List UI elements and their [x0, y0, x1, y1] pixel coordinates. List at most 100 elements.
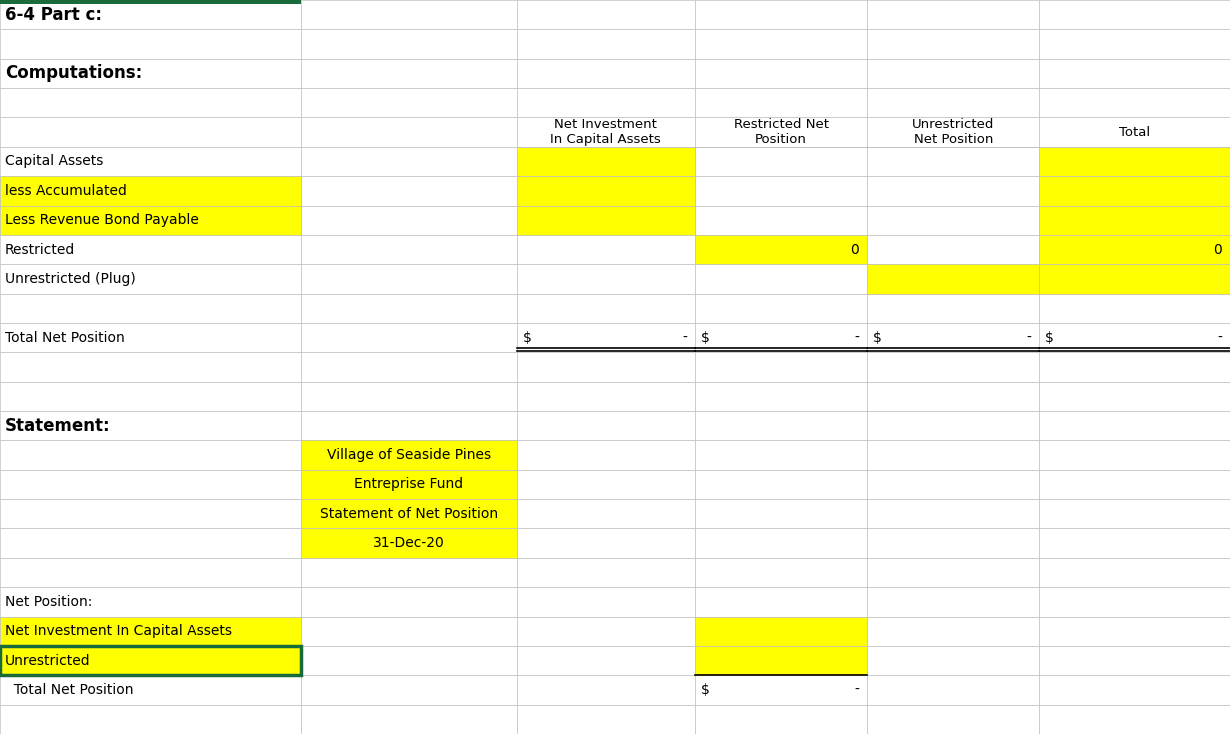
Bar: [0, 382, 301, 411]
Bar: [867, 147, 1039, 176]
Bar: [1039, 411, 1230, 440]
Text: Net Position:: Net Position:: [5, 595, 92, 609]
Bar: [301, 440, 517, 470]
Text: 6-4 Part c:: 6-4 Part c:: [5, 6, 102, 23]
Bar: [517, 323, 695, 352]
Bar: [0, 558, 301, 587]
Bar: [0, 176, 301, 206]
Bar: [517, 440, 695, 470]
Bar: [1039, 235, 1230, 264]
Bar: [695, 323, 867, 352]
Bar: [695, 440, 867, 470]
Bar: [1039, 323, 1230, 352]
Bar: [695, 29, 867, 59]
Bar: [517, 294, 695, 323]
Bar: [301, 235, 517, 264]
Bar: [695, 235, 867, 264]
Bar: [301, 440, 517, 470]
Bar: [517, 705, 695, 734]
Bar: [517, 0, 695, 29]
Bar: [301, 206, 517, 235]
Text: Unrestricted (Plug): Unrestricted (Plug): [5, 272, 135, 286]
Bar: [0, 499, 301, 528]
Text: Statement of Net Position: Statement of Net Position: [320, 506, 498, 521]
Bar: [0, 440, 301, 470]
Bar: [0, 470, 301, 499]
Bar: [517, 528, 695, 558]
Bar: [301, 382, 517, 411]
Bar: [867, 88, 1039, 117]
Bar: [517, 88, 695, 117]
Text: Village of Seaside Pines: Village of Seaside Pines: [327, 448, 491, 462]
Bar: [695, 587, 867, 617]
Bar: [0, 294, 301, 323]
Bar: [867, 264, 1039, 294]
Bar: [301, 294, 517, 323]
Bar: [301, 411, 517, 440]
Bar: [1039, 88, 1230, 117]
Text: Restricted: Restricted: [5, 242, 75, 257]
Bar: [695, 294, 867, 323]
Bar: [1039, 176, 1230, 206]
Bar: [1039, 558, 1230, 587]
Bar: [301, 470, 517, 499]
Text: $: $: [701, 683, 710, 697]
Text: $: $: [1046, 330, 1054, 345]
Bar: [867, 558, 1039, 587]
Bar: [1039, 264, 1230, 294]
Text: 31-Dec-20: 31-Dec-20: [373, 536, 445, 550]
Bar: [1039, 499, 1230, 528]
Bar: [867, 117, 1039, 147]
Bar: [517, 147, 695, 176]
Text: Total Net Position: Total Net Position: [5, 683, 134, 697]
Bar: [0, 646, 301, 675]
Bar: [0, 705, 301, 734]
Bar: [301, 59, 517, 88]
Text: -: -: [855, 683, 859, 697]
Text: Restricted Net
Position: Restricted Net Position: [733, 118, 829, 146]
Text: Total: Total: [1119, 126, 1150, 139]
Bar: [517, 587, 695, 617]
Bar: [695, 617, 867, 646]
Bar: [695, 235, 867, 264]
Bar: [517, 675, 695, 705]
Bar: [0, 617, 301, 646]
Bar: [301, 147, 517, 176]
Text: less Accumulated: less Accumulated: [5, 184, 127, 198]
Bar: [517, 411, 695, 440]
Bar: [695, 470, 867, 499]
Bar: [695, 675, 867, 705]
Text: -: -: [1027, 330, 1031, 345]
Bar: [867, 440, 1039, 470]
Bar: [867, 323, 1039, 352]
Bar: [0, 411, 301, 440]
Text: -: -: [683, 330, 686, 345]
Bar: [301, 528, 517, 558]
Bar: [1039, 675, 1230, 705]
Text: 0: 0: [850, 242, 859, 257]
Bar: [517, 176, 695, 206]
Bar: [1039, 705, 1230, 734]
Bar: [0, 352, 301, 382]
Bar: [695, 528, 867, 558]
Bar: [1039, 352, 1230, 382]
Bar: [0, 59, 301, 88]
Bar: [1039, 617, 1230, 646]
Bar: [301, 587, 517, 617]
Bar: [301, 646, 517, 675]
Bar: [517, 382, 695, 411]
Bar: [695, 646, 867, 675]
Bar: [517, 235, 695, 264]
Bar: [867, 470, 1039, 499]
Text: Capital Assets: Capital Assets: [5, 154, 103, 169]
Bar: [0, 587, 301, 617]
Bar: [517, 59, 695, 88]
Text: -: -: [855, 330, 859, 345]
Bar: [0, 206, 301, 235]
Bar: [0, 0, 301, 4]
Bar: [301, 352, 517, 382]
Bar: [1039, 440, 1230, 470]
Text: Total Net Position: Total Net Position: [5, 330, 124, 345]
Bar: [1039, 470, 1230, 499]
Bar: [695, 499, 867, 528]
